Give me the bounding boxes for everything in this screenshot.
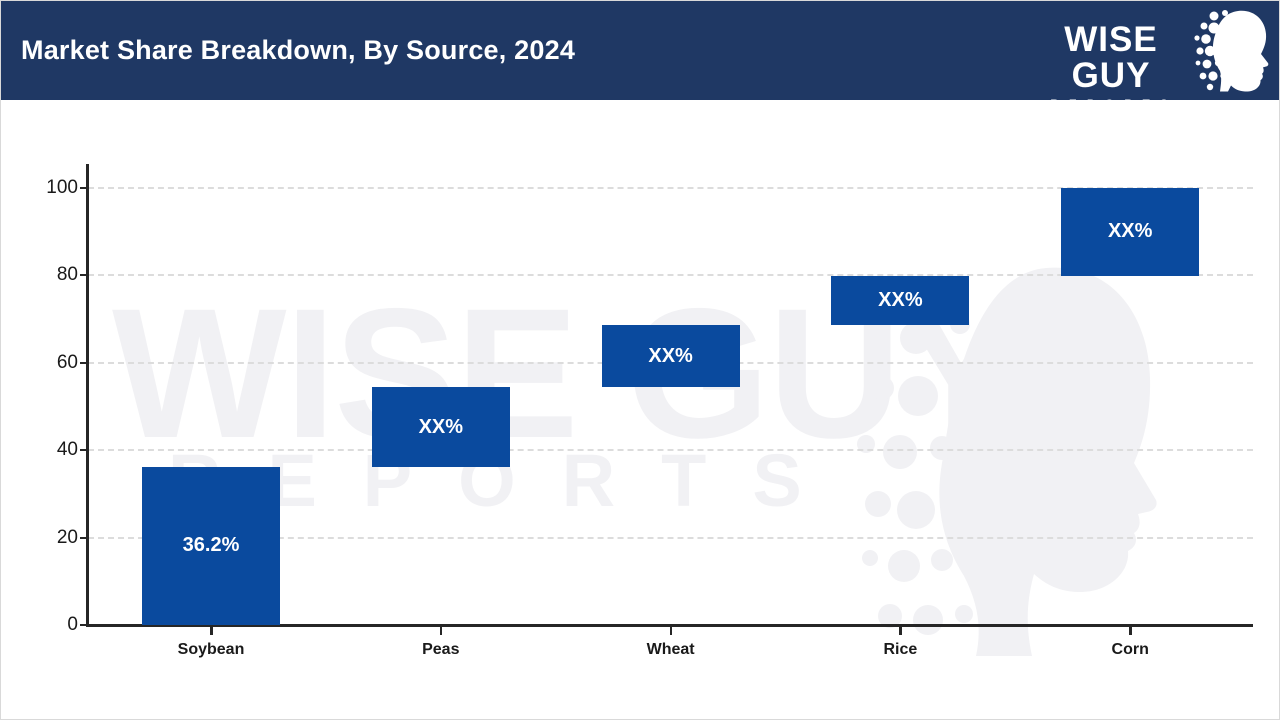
y-axis-line xyxy=(86,164,89,627)
header-bar: Market Share Breakdown, By Source, 2024 … xyxy=(0,0,1280,111)
x-axis-line xyxy=(86,624,1253,627)
y-tick-label: 60 xyxy=(56,351,78,373)
gridline-100 xyxy=(88,186,1253,189)
bar-value-label: XX% xyxy=(418,415,464,438)
x-tick-mark xyxy=(899,627,902,635)
y-tick-mark xyxy=(80,624,88,626)
gridline-40 xyxy=(88,449,1253,451)
y-tick-mark xyxy=(80,449,88,451)
bar-value-label: 36.2% xyxy=(182,534,240,557)
logo-wordmark-line1: WISE GUY xyxy=(1064,20,1158,95)
y-tick-label: 80 xyxy=(56,264,78,285)
y-tick-mark xyxy=(80,361,88,364)
x-tick-mark xyxy=(210,627,213,635)
y-tick-label: 100 xyxy=(46,176,78,198)
watermark-head-icon xyxy=(857,267,1157,656)
x-tick-mark xyxy=(439,627,443,635)
x-tick-mark xyxy=(669,627,673,635)
gridline-80 xyxy=(88,274,1253,276)
y-tick-mark xyxy=(80,536,88,539)
bar-value-label: XX% xyxy=(1107,220,1153,243)
bar-rice: XX% xyxy=(831,275,970,325)
plot-area: 0 20 40 60 80 100 36.2% XX% XX% XX% XX% Soybean Peas… xyxy=(0,100,1280,720)
y-tick-label: 40 xyxy=(56,439,78,460)
bar-peas: XX% xyxy=(371,387,510,467)
x-category-label-wheat: Wheat xyxy=(646,641,695,658)
x-category-label-rice: Rice xyxy=(883,641,918,658)
x-tick-mark xyxy=(1129,627,1132,635)
bar-wheat: XX% xyxy=(601,324,740,388)
gridline-20 xyxy=(88,536,1253,539)
bar-soybean: 36.2% xyxy=(142,466,280,625)
x-category-label-corn: Corn xyxy=(1111,641,1149,658)
x-category-label-peas: Peas xyxy=(422,641,460,658)
logo-head-icon xyxy=(1194,10,1269,92)
y-tick-mark xyxy=(80,186,88,189)
bar-value-label: XX% xyxy=(648,344,693,367)
logo-wordmark-line2: REPORTS xyxy=(1050,97,1178,111)
y-tick-mark xyxy=(80,274,88,276)
bar-value-label: XX% xyxy=(878,288,923,311)
chart-area: WISE GUY REPORTS 0 20 40 60 80 100 36.2% XX% XX%… xyxy=(0,100,1280,720)
logo-wordmark: WISE GUY REPORTS xyxy=(1022,20,1200,112)
brand-logo: WISE GUY REPORTS xyxy=(1022,0,1272,111)
x-category-label-soybean: Soybean xyxy=(177,641,245,658)
y-tick-label: 0 xyxy=(67,614,78,635)
chart-title: Market Share Breakdown, By Source, 2024 xyxy=(21,34,576,65)
bar-corn: XX% xyxy=(1061,187,1200,276)
y-tick-label: 20 xyxy=(56,526,78,548)
